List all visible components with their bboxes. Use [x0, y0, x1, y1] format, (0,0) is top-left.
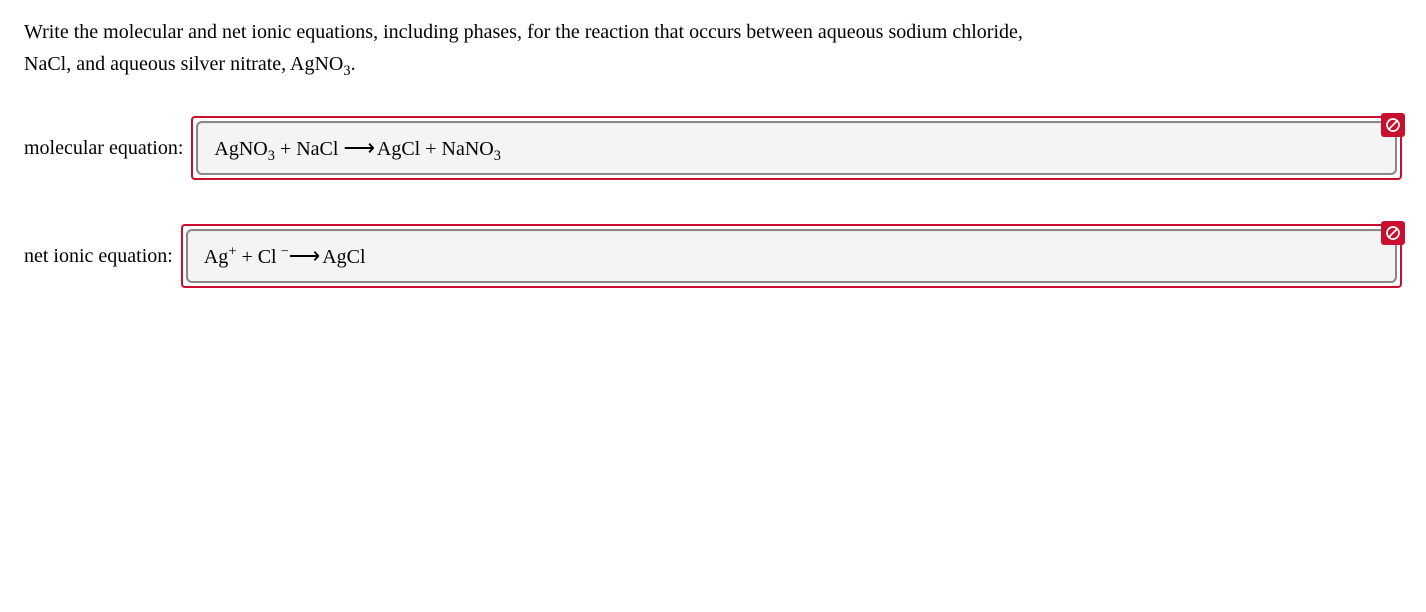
net-ionic-equation-input-wrap: Ag+ + Cl −⟶ AgCl: [181, 224, 1402, 288]
molecular-equation-row: molecular equation: AgNO3 + NaCl ⟶ AgCl …: [24, 116, 1402, 180]
question-text: Write the molecular and net ionic equati…: [24, 16, 1402, 80]
molecular-equation-error-border: AgNO3 + NaCl ⟶ AgCl + NaNO3: [191, 116, 1402, 180]
question-line2-sub: 3: [343, 63, 350, 79]
net-ionic-equation-row: net ionic equation: Ag+ + Cl −⟶ AgCl: [24, 224, 1402, 288]
molecular-equation-input-wrap: AgNO3 + NaCl ⟶ AgCl + NaNO3: [191, 116, 1402, 180]
net-ionic-equation-input[interactable]: Ag+ + Cl −⟶ AgCl: [186, 229, 1397, 283]
question-line2-suffix: .: [351, 53, 356, 75]
net-ionic-equation-value: Ag+ + Cl −⟶ AgCl: [204, 243, 366, 269]
net-ionic-equation-error-border: Ag+ + Cl −⟶ AgCl: [181, 224, 1402, 288]
incorrect-icon: [1381, 113, 1405, 137]
molecular-equation-label: molecular equation:: [24, 137, 183, 160]
question-line1: Write the molecular and net ionic equati…: [24, 21, 1023, 43]
molecular-equation-value: AgNO3 + NaCl ⟶ AgCl + NaNO3: [214, 135, 501, 161]
molecular-equation-input[interactable]: AgNO3 + NaCl ⟶ AgCl + NaNO3: [196, 121, 1397, 175]
question-line2-prefix: NaCl, and aqueous silver nitrate, AgNO: [24, 53, 343, 75]
incorrect-icon: [1381, 221, 1405, 245]
net-ionic-equation-label: net ionic equation:: [24, 245, 173, 268]
